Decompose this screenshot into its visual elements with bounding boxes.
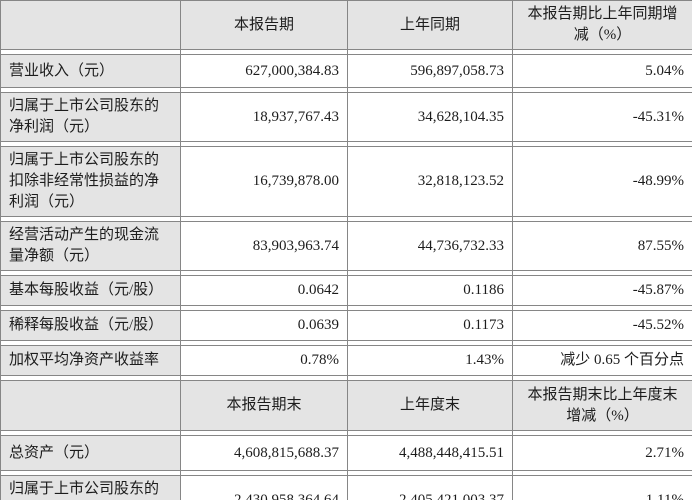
- header-prior-period: 上年同期: [347, 0, 513, 50]
- value-prior-period: 596,897,058.73: [347, 54, 513, 88]
- header-change-period-end: 本报告期末比上年度末增减（%）: [512, 380, 692, 431]
- section1-header-row: 本报告期 上年同期 本报告期比上年同期增减（%）: [0, 0, 692, 50]
- value-current-period: 83,903,963.74: [180, 221, 348, 271]
- table-row-basic-eps: 基本每股收益（元/股） 0.0642 0.1186 -45.87%: [0, 275, 692, 306]
- row-spacer: [0, 375, 692, 381]
- row-spacer: [0, 305, 692, 311]
- value-prior-period: 1.43%: [347, 345, 513, 376]
- row-label: 稀释每股收益（元/股）: [0, 310, 181, 341]
- section2-header-row: 本报告期末 上年度末 本报告期末比上年度末增减（%）: [0, 380, 692, 431]
- value-change: -48.99%: [512, 146, 692, 217]
- table-row-net-profit-excl-nonrecurring: 归属于上市公司股东的扣除非经常性损益的净利润（元） 16,739,878.00 …: [0, 146, 692, 217]
- row-label: 总资产（元）: [0, 435, 181, 471]
- row-label: 经营活动产生的现金流量净额（元）: [0, 221, 181, 271]
- value-prior-period: 2,405,421,003.37: [347, 475, 513, 500]
- row-spacer: [0, 340, 692, 346]
- header-empty-cell: [0, 0, 181, 50]
- value-change: -45.52%: [512, 310, 692, 341]
- header-period-end: 本报告期末: [180, 380, 348, 431]
- value-change: 2.71%: [512, 435, 692, 471]
- row-label: 归属于上市公司股东的扣除非经常性损益的净利润（元）: [0, 146, 181, 217]
- header-prior-year-end: 上年度末: [347, 380, 513, 431]
- value-current-period: 0.78%: [180, 345, 348, 376]
- value-prior-period: 34,628,104.35: [347, 92, 513, 142]
- header-current-period: 本报告期: [180, 0, 348, 50]
- row-spacer: [0, 216, 692, 222]
- value-change: -45.31%: [512, 92, 692, 142]
- row-spacer: [0, 430, 692, 436]
- table-row-net-profit: 归属于上市公司股东的净利润（元） 18,937,767.43 34,628,10…: [0, 92, 692, 142]
- table-row-equity: 归属于上市公司股东的所有者权益（元） 2,430,958,364.64 2,40…: [0, 475, 692, 500]
- value-current-period: 16,739,878.00: [180, 146, 348, 217]
- value-change: -45.87%: [512, 275, 692, 306]
- table-row-diluted-eps: 稀释每股收益（元/股） 0.0639 0.1173 -45.52%: [0, 310, 692, 341]
- row-label: 基本每股收益（元/股）: [0, 275, 181, 306]
- table-row-operating-cash-flow: 经营活动产生的现金流量净额（元） 83,903,963.74 44,736,73…: [0, 221, 692, 271]
- value-current-period: 4,608,815,688.37: [180, 435, 348, 471]
- row-label: 加权平均净资产收益率: [0, 345, 181, 376]
- table-row-revenue: 营业收入（元） 627,000,384.83 596,897,058.73 5.…: [0, 54, 692, 88]
- value-prior-period: 4,488,448,415.51: [347, 435, 513, 471]
- value-current-period: 627,000,384.83: [180, 54, 348, 88]
- value-current-period: 2,430,958,364.64: [180, 475, 348, 500]
- value-change: 1.11%: [512, 475, 692, 500]
- value-change: 87.55%: [512, 221, 692, 271]
- value-prior-period: 0.1173: [347, 310, 513, 341]
- value-prior-period: 32,818,123.52: [347, 146, 513, 217]
- table-row-total-assets: 总资产（元） 4,608,815,688.37 4,488,448,415.51…: [0, 435, 692, 471]
- table-row-weighted-avg-roe: 加权平均净资产收益率 0.78% 1.43% 减少 0.65 个百分点: [0, 345, 692, 376]
- header-empty-cell: [0, 380, 181, 431]
- value-change: 减少 0.65 个百分点: [512, 345, 692, 376]
- row-spacer: [0, 470, 692, 476]
- row-spacer: [0, 270, 692, 276]
- value-current-period: 18,937,767.43: [180, 92, 348, 142]
- row-label: 归属于上市公司股东的净利润（元）: [0, 92, 181, 142]
- value-current-period: 0.0639: [180, 310, 348, 341]
- value-current-period: 0.0642: [180, 275, 348, 306]
- row-spacer: [0, 141, 692, 147]
- header-change: 本报告期比上年同期增减（%）: [512, 0, 692, 50]
- value-change: 5.04%: [512, 54, 692, 88]
- row-label: 营业收入（元）: [0, 54, 181, 88]
- row-spacer: [0, 49, 692, 55]
- value-prior-period: 0.1186: [347, 275, 513, 306]
- row-label: 归属于上市公司股东的所有者权益（元）: [0, 475, 181, 500]
- row-spacer: [0, 87, 692, 93]
- value-prior-period: 44,736,732.33: [347, 221, 513, 271]
